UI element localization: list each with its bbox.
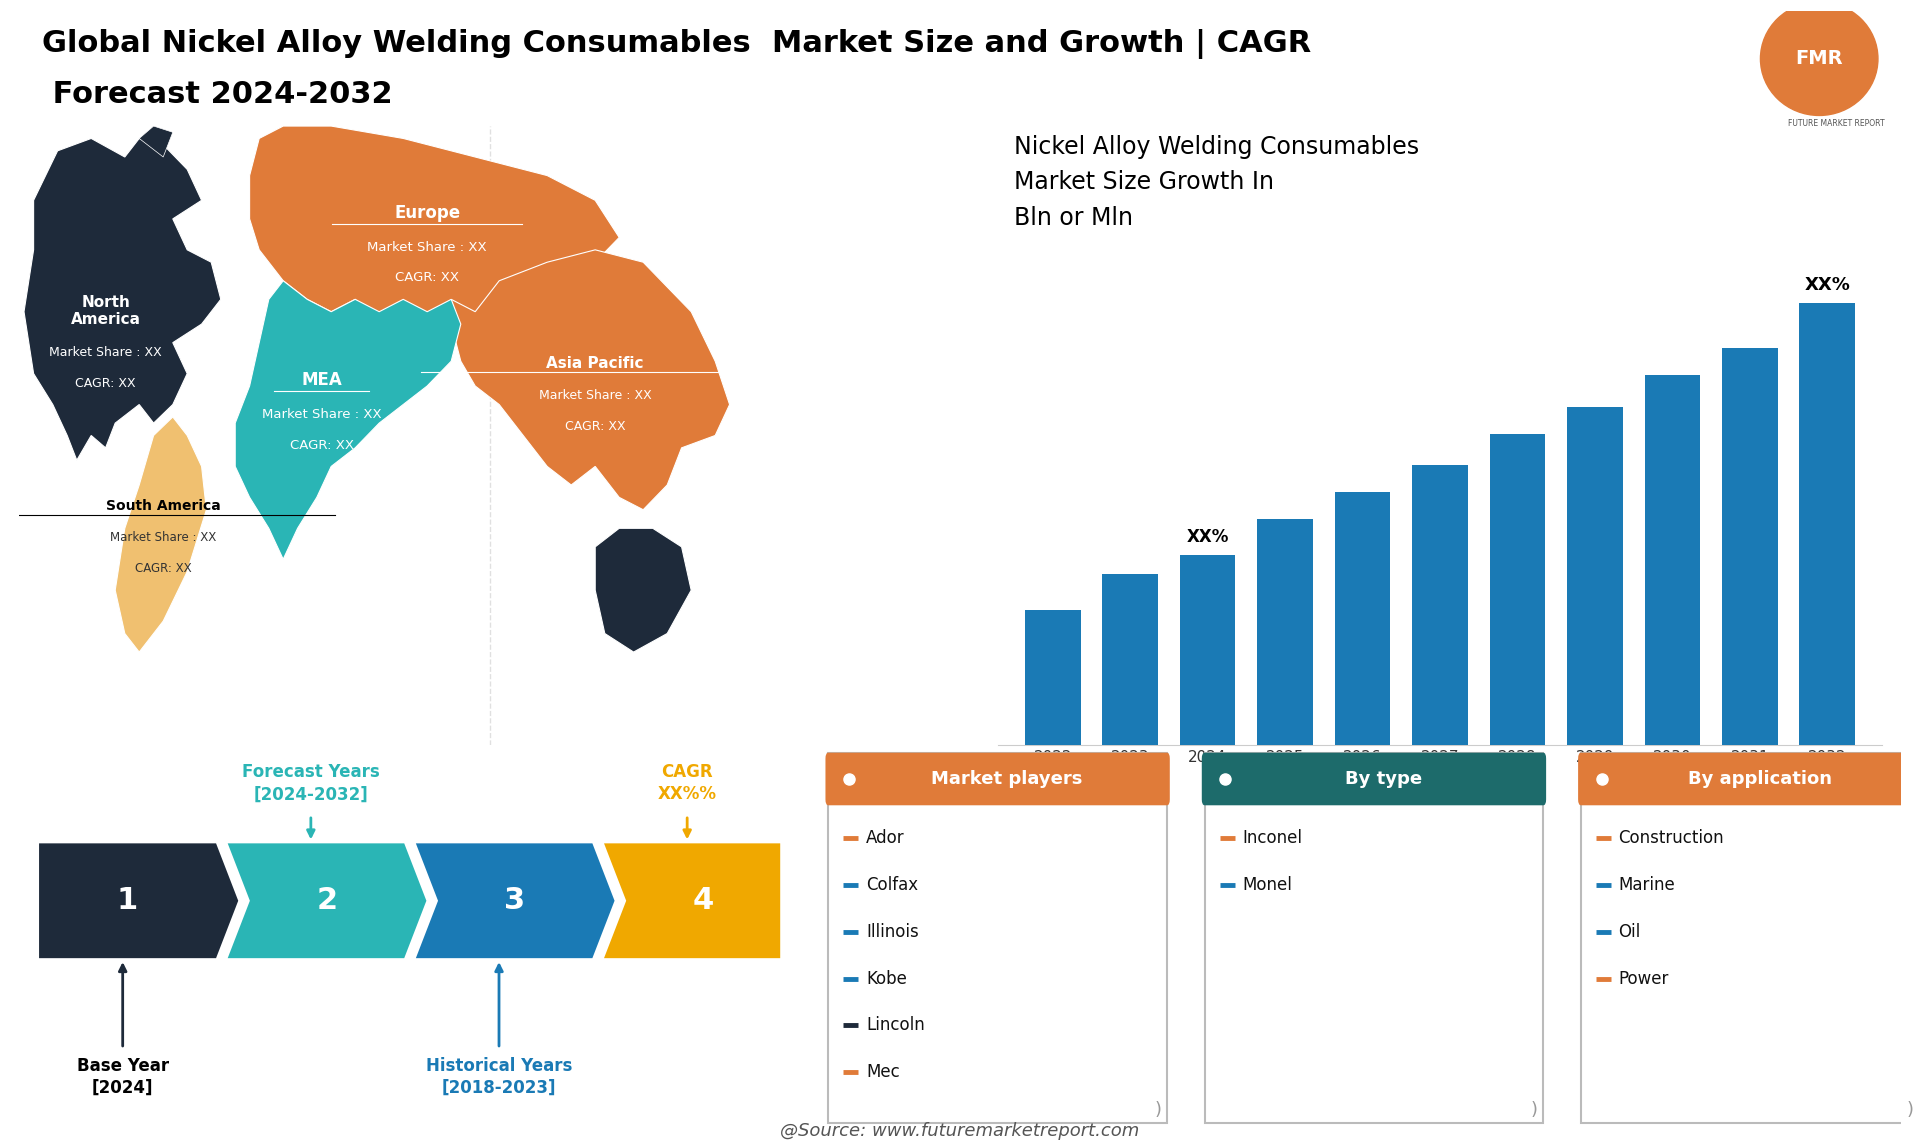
Text: North
America: North America	[71, 295, 140, 328]
Text: Ador: Ador	[866, 830, 904, 847]
Bar	[1334, 493, 1390, 745]
Text: Inconel: Inconel	[1242, 830, 1302, 847]
Text: CAGR: XX: CAGR: XX	[396, 272, 459, 284]
Text: Base Year
[2024]: Base Year [2024]	[77, 1057, 169, 1097]
Text: 2: 2	[317, 886, 338, 916]
Bar	[1799, 303, 1855, 745]
FancyBboxPatch shape	[1204, 753, 1544, 1123]
Bar	[1645, 375, 1701, 745]
FancyBboxPatch shape	[826, 753, 1169, 806]
Text: CAGR: XX: CAGR: XX	[564, 421, 626, 433]
Text: CAGR: XX: CAGR: XX	[134, 563, 192, 575]
Text: By application: By application	[1688, 770, 1832, 788]
Polygon shape	[115, 417, 205, 652]
Text: Asia Pacific: Asia Pacific	[547, 355, 643, 370]
Text: FUTURE MARKET REPORT: FUTURE MARKET REPORT	[1788, 119, 1885, 128]
Text: South America: South America	[106, 499, 221, 513]
Text: ): )	[1154, 1101, 1162, 1118]
Polygon shape	[38, 842, 240, 959]
Text: ): )	[1907, 1101, 1914, 1118]
Text: ): )	[1530, 1101, 1538, 1118]
Text: Mec: Mec	[866, 1063, 900, 1081]
Text: Colfax: Colfax	[866, 877, 918, 894]
Bar	[1258, 519, 1313, 745]
Text: Monel: Monel	[1242, 877, 1292, 894]
Text: Power: Power	[1619, 970, 1668, 988]
Text: 1: 1	[117, 886, 138, 916]
Polygon shape	[234, 281, 461, 559]
Text: MEA: MEA	[301, 371, 342, 390]
Text: XX%: XX%	[1805, 276, 1851, 293]
Bar	[1102, 573, 1158, 745]
Polygon shape	[250, 126, 618, 324]
Text: 3: 3	[505, 886, 526, 916]
Bar	[1490, 433, 1546, 745]
Text: Forecast Years
[2024-2032]: Forecast Years [2024-2032]	[242, 763, 380, 803]
Text: CAGR: XX: CAGR: XX	[290, 439, 353, 452]
Text: Kobe: Kobe	[866, 970, 906, 988]
Text: CAGR
XX%%: CAGR XX%%	[659, 763, 716, 803]
Bar	[1722, 348, 1778, 745]
Polygon shape	[595, 528, 691, 652]
Text: CAGR: XX: CAGR: XX	[75, 377, 136, 390]
Text: Oil: Oil	[1619, 923, 1642, 941]
Circle shape	[1761, 2, 1878, 116]
Text: Lincoln: Lincoln	[866, 1017, 925, 1035]
Text: Construction: Construction	[1619, 830, 1724, 847]
Polygon shape	[23, 139, 221, 461]
Polygon shape	[415, 842, 616, 959]
Bar	[1411, 465, 1469, 745]
Polygon shape	[451, 250, 730, 510]
Text: Market Share : XX: Market Share : XX	[109, 532, 217, 544]
Bar	[1179, 556, 1235, 745]
Text: Nickel Alloy Welding Consumables
Market Size Growth In
Bln or Mln: Nickel Alloy Welding Consumables Market …	[1014, 135, 1419, 229]
Text: Market Share : XX: Market Share : XX	[50, 346, 161, 359]
Text: @Source: www.futuremarketreport.com: @Source: www.futuremarketreport.com	[780, 1122, 1140, 1140]
Text: Market Share : XX: Market Share : XX	[261, 408, 382, 421]
Text: Market players: Market players	[931, 770, 1083, 788]
Text: Historical Years
[2018-2023]: Historical Years [2018-2023]	[426, 1057, 572, 1097]
FancyBboxPatch shape	[1202, 753, 1546, 806]
Text: Marine: Marine	[1619, 877, 1676, 894]
FancyBboxPatch shape	[828, 753, 1167, 1123]
Text: Illinois: Illinois	[866, 923, 918, 941]
Polygon shape	[603, 842, 781, 959]
Text: Global Nickel Alloy Welding Consumables  Market Size and Growth | CAGR: Global Nickel Alloy Welding Consumables …	[42, 29, 1311, 58]
Polygon shape	[138, 126, 173, 157]
Text: Europe: Europe	[394, 204, 461, 222]
Text: Market Share : XX: Market Share : XX	[367, 241, 488, 253]
Text: Market Share : XX: Market Share : XX	[540, 390, 651, 402]
Text: 4: 4	[693, 886, 714, 916]
FancyBboxPatch shape	[1578, 753, 1920, 806]
Text: By type: By type	[1344, 770, 1423, 788]
Bar	[1025, 610, 1081, 745]
Polygon shape	[227, 842, 428, 959]
FancyBboxPatch shape	[1580, 753, 1920, 1123]
Text: FMR: FMR	[1795, 49, 1843, 69]
Bar	[1567, 407, 1622, 745]
Text: XX%: XX%	[1187, 528, 1229, 547]
Text: Forecast 2024-2032: Forecast 2024-2032	[42, 80, 394, 109]
